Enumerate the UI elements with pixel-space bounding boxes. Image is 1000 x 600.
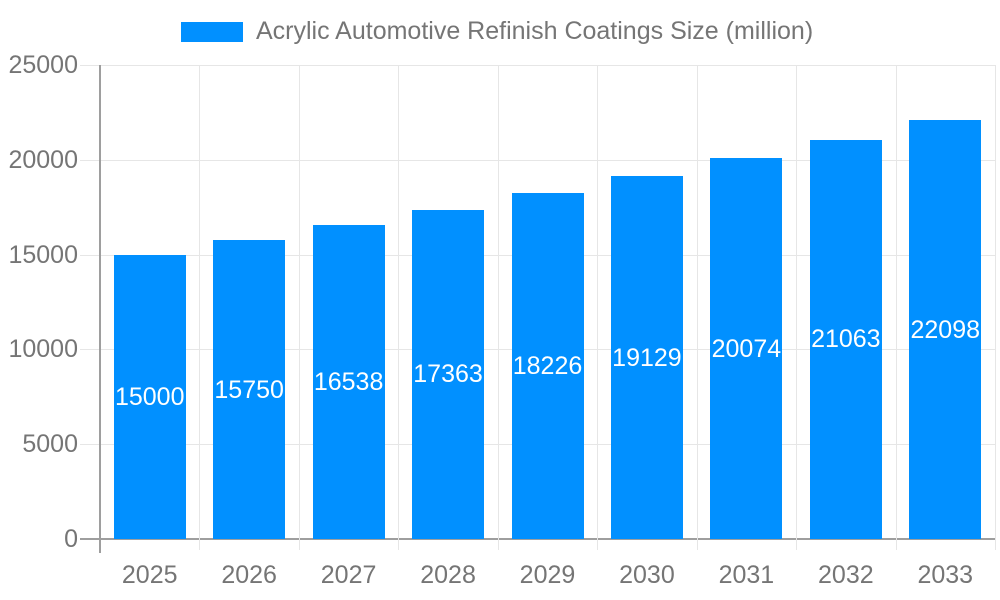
x-axis-tick-label: 2032 [818,561,874,589]
x-axis-tick-label: 2029 [519,561,576,589]
bar-value-label: 17363 [413,360,483,389]
x-gridline [696,65,698,550]
x-axis-tick-label: 2030 [619,561,675,589]
x-gridline [199,65,201,550]
x-gridline [497,65,499,550]
y-axis-line [99,65,101,553]
bar-value-label: 21063 [811,325,881,354]
legend[interactable]: Acrylic Automotive Refinish Coatings Siz… [181,17,813,46]
bar-2027[interactable] [312,225,385,539]
legend-swatch-icon [181,21,243,42]
x-gridline [995,65,996,550]
y-gridline [80,65,995,66]
y-axis-tick-label: 0 [64,525,78,553]
bar-2031[interactable] [710,158,783,539]
y-axis-tick-label: 20000 [8,145,78,174]
x-axis-tick-label: 2026 [221,561,277,589]
x-gridline [895,65,897,550]
bar-value-label: 20074 [711,334,782,363]
bar-2033[interactable] [909,120,982,539]
legend-label: Acrylic Automotive Refinish Coatings Siz… [256,17,814,45]
x-gridline [796,65,798,550]
bar-2026[interactable] [213,240,286,539]
x-axis-tick-label: 2031 [718,561,775,589]
bar-value-label: 16538 [313,368,384,397]
x-axis-baseline [80,538,995,540]
x-axis-tick-label: 2033 [917,561,974,589]
bar-value-label: 15750 [214,375,284,404]
y-gridline [80,159,995,161]
bar-2025[interactable] [113,254,186,539]
bar-value-label: 15000 [114,382,185,411]
y-axis-tick-label: 15000 [8,240,78,269]
bar-value-label: 19129 [612,343,682,372]
x-gridline [298,65,300,550]
x-gridline [398,65,400,550]
x-axis-tick-label: 2027 [320,561,377,589]
bar-value-label: 22098 [910,315,981,344]
bar-2032[interactable] [809,139,882,539]
bar-2028[interactable] [412,209,485,539]
x-gridline [597,65,599,550]
bar-2030[interactable] [610,176,683,539]
bar-2029[interactable] [511,193,584,539]
x-axis-tick-label: 2028 [420,561,476,589]
y-axis-tick-label: 5000 [22,430,78,459]
y-axis-tick-label: 25000 [8,51,78,79]
x-axis-tick-label: 2025 [121,561,178,589]
y-axis-tick-label: 10000 [8,335,78,364]
bar-value-label: 18226 [512,352,583,381]
